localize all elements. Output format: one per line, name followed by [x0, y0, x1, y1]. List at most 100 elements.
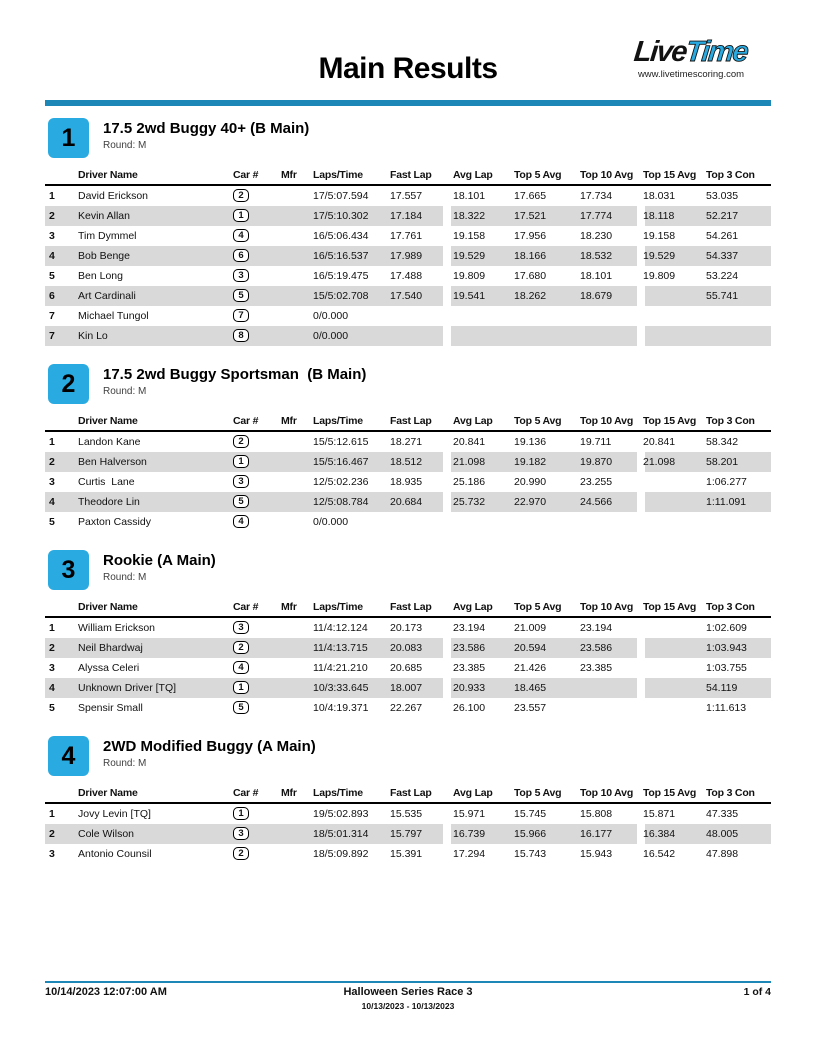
result-row: 3 Antonio Counsil 2 18/5:09.892 15.391 17.294… [45, 844, 771, 864]
mfr-cell [281, 844, 313, 864]
driver-name-cell: Spensir Small [78, 702, 143, 714]
car-number-badge: 3 [233, 269, 249, 282]
top3con-cell: 54.261 [706, 230, 739, 242]
fast-lap-cell: 18.271 [390, 436, 423, 448]
position-cell: 6 [49, 290, 55, 302]
laps-time-cell: 12/5:02.236 [313, 476, 369, 488]
top5-cell: 17.956 [514, 230, 547, 242]
top5-cell: 18.465 [514, 682, 547, 694]
column-header: Mfr [281, 601, 297, 613]
top10-cell: 17.734 [580, 190, 613, 202]
top15-cell: 16.542 [643, 848, 676, 860]
column-header: Car # [233, 415, 259, 427]
laps-time-cell: 19/5:02.893 [313, 808, 369, 820]
top10-cell: 18.101 [580, 270, 613, 282]
laps-time-cell: 0/0.000 [313, 330, 349, 342]
driver-name-cell: Paxton Cassidy [78, 516, 151, 528]
avg-lap-cell: 16.739 [453, 828, 486, 840]
top3con-cell: 1:11.091 [706, 496, 747, 508]
mfr-cell [281, 618, 313, 638]
driver-name-cell: David Erickson [78, 190, 149, 202]
avg-lap-cell: 20.933 [453, 682, 486, 694]
top15-cell [643, 286, 706, 306]
top3con-cell: 58.201 [706, 456, 739, 468]
avg-lap-cell: 23.385 [453, 662, 486, 674]
position-cell: 5 [49, 270, 55, 282]
result-row: 2 Ben Halverson 1 15/5:16.467 18.512 21.098 19… [45, 452, 771, 472]
driver-name-cell: Art Cardinali [78, 290, 136, 302]
position-cell: 2 [49, 456, 55, 468]
table-header-row: Driver Name Car # Mfr Laps/Time Fast Lap Avg … [45, 412, 771, 432]
car-number-badge: 3 [233, 621, 249, 634]
top10-cell: 19.870 [580, 456, 613, 468]
column-header: Top 15 Avg [643, 415, 697, 427]
avg-lap-cell: 20.841 [453, 436, 486, 448]
fast-lap-cell: 17.488 [390, 270, 423, 282]
column-header: Top 3 Con [706, 601, 755, 613]
logo-time-text: Time [684, 36, 750, 69]
column-header: Mfr [281, 787, 297, 799]
result-row: 1 William Erickson 3 11/4:12.124 20.173 23.19… [45, 618, 771, 638]
top15-cell [643, 472, 706, 492]
car-cell: 3 [233, 824, 281, 844]
car-number-badge: 3 [233, 827, 249, 840]
class-title: 2WD Modified Buggy (A Main) [103, 738, 316, 755]
top10-cell [580, 326, 643, 346]
top10-cell: 16.177 [580, 828, 613, 840]
table-header-row: Driver Name Car # Mfr Laps/Time Fast Lap Avg … [45, 784, 771, 804]
section-titles: 2WD Modified Buggy (A Main) Round: M [103, 738, 316, 769]
page-title: Main Results [318, 52, 498, 85]
column-header: Top 3 Con [706, 787, 755, 799]
car-number-badge: 2 [233, 641, 249, 654]
race-class-section: 2 17.5 2wd Buggy Sportsman (B Main) Round:… [45, 364, 771, 532]
mfr-cell [281, 206, 313, 226]
car-cell: 3 [233, 266, 281, 286]
top10-cell [580, 512, 643, 532]
top10-cell: 23.194 [580, 622, 613, 634]
top15-cell: 18.031 [643, 190, 676, 202]
footer-page-number: 1 of 4 [743, 986, 771, 998]
top15-cell: 19.158 [643, 230, 676, 242]
top10-cell: 15.808 [580, 808, 613, 820]
column-header: Laps/Time [313, 169, 363, 181]
section-titles: 17.5 2wd Buggy Sportsman (B Main) Round: … [103, 366, 366, 397]
avg-lap-cell: 26.100 [453, 702, 486, 714]
avg-lap-cell: 15.971 [453, 808, 486, 820]
driver-name-cell: Neil Bhardwaj [78, 642, 143, 654]
top15-cell [643, 698, 706, 718]
car-cell: 4 [233, 512, 281, 532]
race-class-section: 3 Rookie (A Main) Round: M Driver Name Car #… [45, 550, 771, 718]
car-number-badge: 6 [233, 249, 249, 262]
car-cell: 6 [233, 246, 281, 266]
driver-name-cell: Kevin Allan [78, 210, 130, 222]
top10-cell: 17.774 [580, 210, 613, 222]
top10-cell [580, 306, 643, 326]
avg-lap-cell: 18.322 [453, 210, 486, 222]
mfr-cell [281, 226, 313, 246]
car-cell: 8 [233, 326, 281, 346]
column-header [45, 166, 78, 184]
top5-cell: 23.557 [514, 702, 547, 714]
top15-cell [643, 658, 706, 678]
logo-website-url: www.livetimescoring.com [637, 69, 745, 80]
column-header: Laps/Time [313, 415, 363, 427]
top15-cell: 15.871 [643, 808, 676, 820]
top10-cell: 18.532 [580, 250, 613, 262]
top3con-cell: 47.335 [706, 808, 739, 820]
livetime-logo: LiveTime www.livetimescoring.com [606, 36, 776, 80]
laps-time-cell: 16/5:19.475 [313, 270, 369, 282]
driver-name-cell: Bob Benge [78, 250, 130, 262]
car-number-badge: 7 [233, 309, 249, 322]
section-titles: Rookie (A Main) Round: M [103, 552, 216, 583]
driver-name-cell: Landon Kane [78, 436, 141, 448]
round-label: Round: M [103, 386, 147, 397]
top3con-cell: 47.898 [706, 848, 739, 860]
top15-cell [643, 638, 706, 658]
top15-cell [643, 618, 706, 638]
round-label: Round: M [103, 140, 147, 151]
top3con-cell: 54.337 [706, 250, 739, 262]
fast-lap-cell: 15.797 [390, 828, 423, 840]
top3con-cell: 55.741 [706, 290, 739, 302]
laps-time-cell: 11/4:12.124 [313, 622, 368, 634]
driver-name-cell: Michael Tungol [78, 310, 149, 322]
